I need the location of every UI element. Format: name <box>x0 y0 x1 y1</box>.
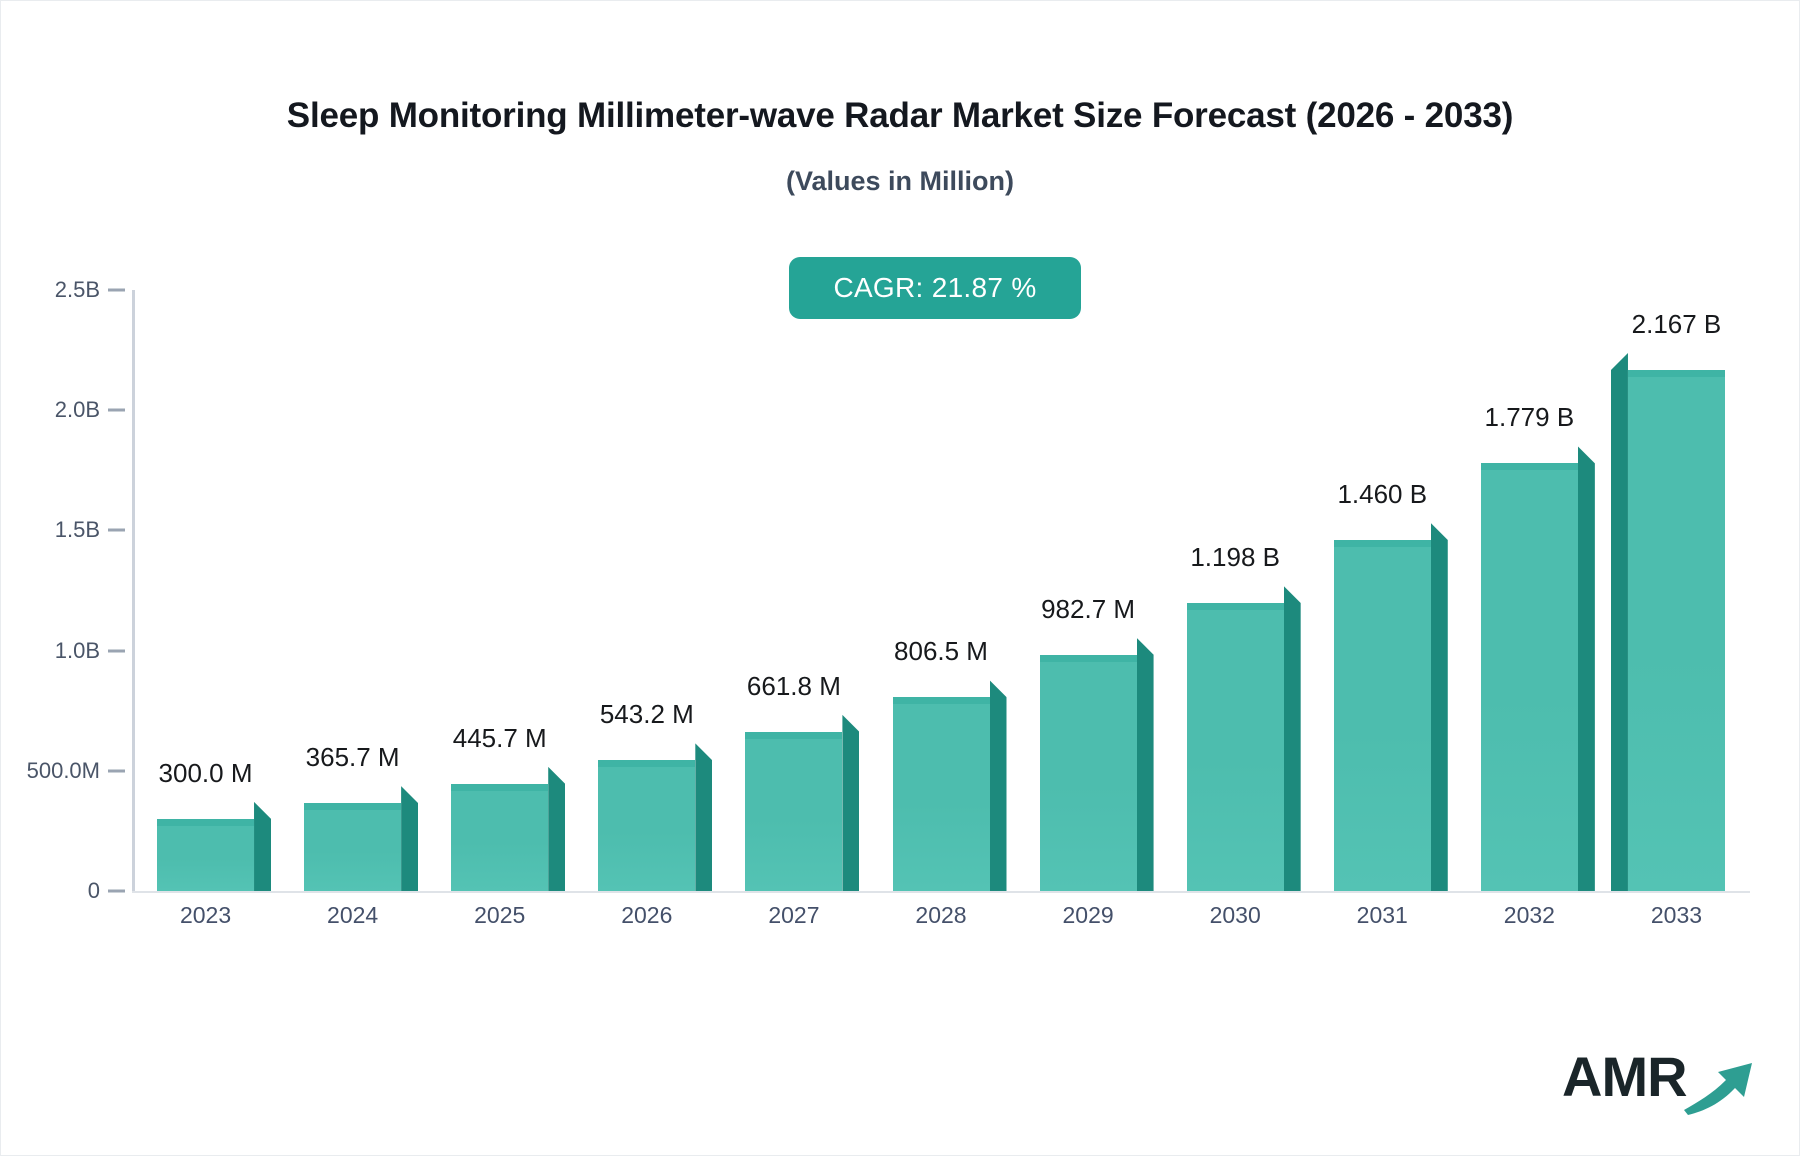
bar-2027[interactable] <box>745 714 860 891</box>
y-axis-tick-mark <box>108 528 125 532</box>
cagr-badge-label: CAGR: 21.87 % <box>833 272 1037 303</box>
bar-front-face <box>1039 654 1137 891</box>
bar-value-label: 445.7 M <box>452 722 547 753</box>
bar-2025[interactable] <box>451 766 566 891</box>
x-axis-tick-label: 2029 <box>1062 902 1114 928</box>
bar-value-label: 1.460 B <box>1337 479 1428 510</box>
bar-side-face <box>695 743 713 891</box>
bar-top-face <box>1186 603 1284 610</box>
bar-side-face <box>1430 523 1448 891</box>
chart-subtitle: (Values in Million) <box>785 166 1015 196</box>
bar-side-face <box>1136 637 1154 891</box>
bar-top-face <box>451 783 549 791</box>
bar-top-face <box>1333 540 1431 548</box>
bar-top-face <box>304 803 402 811</box>
bar-front-face <box>157 818 255 891</box>
bar-2024[interactable] <box>304 786 419 891</box>
bar-2023[interactable] <box>157 801 272 891</box>
y-axis-tick-label: 1.5B <box>54 517 100 543</box>
amr-logo: AMR <box>1562 1044 1752 1116</box>
y-axis-tick-label: 0 <box>87 878 100 903</box>
bar-value-label: 982.7 M <box>1041 593 1136 624</box>
bar-value-label: 2.167 B <box>1631 309 1722 340</box>
x-axis-tick-label: 2028 <box>915 902 967 928</box>
cagr-badge: CAGR: 21.87 % <box>789 257 1081 319</box>
x-axis-tick-label: 2027 <box>768 902 820 928</box>
bar-2033[interactable] <box>1610 353 1725 891</box>
bar-front-face <box>598 760 696 891</box>
bar-top-face <box>157 818 255 826</box>
y-axis-tick-mark <box>108 288 125 292</box>
bar-value-label: 543.2 M <box>599 699 694 730</box>
bar-front-face <box>304 803 402 891</box>
bar-side-face <box>1283 586 1301 891</box>
growth-arrow-icon <box>1682 1054 1756 1121</box>
bar-side-face <box>401 786 419 891</box>
bar-value-label: 1.779 B <box>1484 402 1575 433</box>
bar-top-face <box>1039 654 1137 662</box>
bar-front-face <box>451 783 549 891</box>
bar-2032[interactable] <box>1480 446 1595 891</box>
bar-front-face <box>892 697 990 891</box>
x-axis-tick-label: 2024 <box>327 902 379 928</box>
x-axis-tick-label: 2026 <box>621 902 673 928</box>
bar-front-face <box>745 731 843 891</box>
y-axis-tick-mark <box>108 769 125 773</box>
y-axis-tick-label: 1.0B <box>54 637 100 663</box>
x-axis-tick-label: 2032 <box>1503 902 1555 928</box>
bar-value-label: 1.198 B <box>1190 542 1280 572</box>
bar-top-face <box>1627 370 1725 378</box>
x-axis-tick-label: 2030 <box>1209 902 1261 928</box>
bar-top-face <box>1480 463 1578 471</box>
bar-front-face <box>1480 463 1578 891</box>
amr-logo-text: AMR <box>1562 1045 1688 1108</box>
x-axis-tick-label: 2031 <box>1356 902 1408 928</box>
page-title: Sleep Monitoring Millimeter-wave Radar M… <box>286 96 1514 135</box>
bar-value-label: 365.7 M <box>305 742 400 773</box>
bar-2026[interactable] <box>598 743 713 891</box>
bar-top-face <box>598 760 696 768</box>
x-axis-line <box>132 891 1750 893</box>
bar-front-face <box>1186 603 1284 891</box>
bar-2030[interactable] <box>1186 586 1301 891</box>
bar-2031[interactable] <box>1333 523 1448 891</box>
y-axis-tick-label: 2.0B <box>54 397 100 423</box>
y-axis-tick-mark <box>108 408 125 412</box>
bar-value-label: 661.8 M <box>746 670 841 701</box>
bar-side-face <box>254 801 272 891</box>
bar-side-face <box>1577 446 1595 891</box>
bar-2029[interactable] <box>1039 637 1154 891</box>
bar-value-label: 300.0 M <box>158 757 253 788</box>
bar-2028[interactable] <box>892 680 1007 891</box>
bar-top-face <box>892 697 990 705</box>
x-axis-tick-label: 2033 <box>1650 902 1703 928</box>
bar-front-face <box>1627 370 1725 891</box>
y-axis-line <box>132 290 135 892</box>
bar-front-face <box>1333 540 1431 891</box>
bar-side-face <box>548 766 566 891</box>
x-axis-tick-label: 2023 <box>179 902 232 928</box>
bar-value-label: 806.5 M <box>894 636 988 667</box>
y-axis-tick-label: 500.0M <box>26 757 100 783</box>
y-axis-tick-mark <box>108 649 125 653</box>
y-axis-tick-mark <box>108 889 125 893</box>
x-axis-tick-label: 2025 <box>474 902 526 928</box>
y-axis-tick-label: 2.5B <box>54 277 100 302</box>
bar-side-face <box>842 714 860 891</box>
bar-side-face <box>989 680 1007 891</box>
bar-side-face <box>1610 353 1628 891</box>
bar-top-face <box>745 731 843 739</box>
